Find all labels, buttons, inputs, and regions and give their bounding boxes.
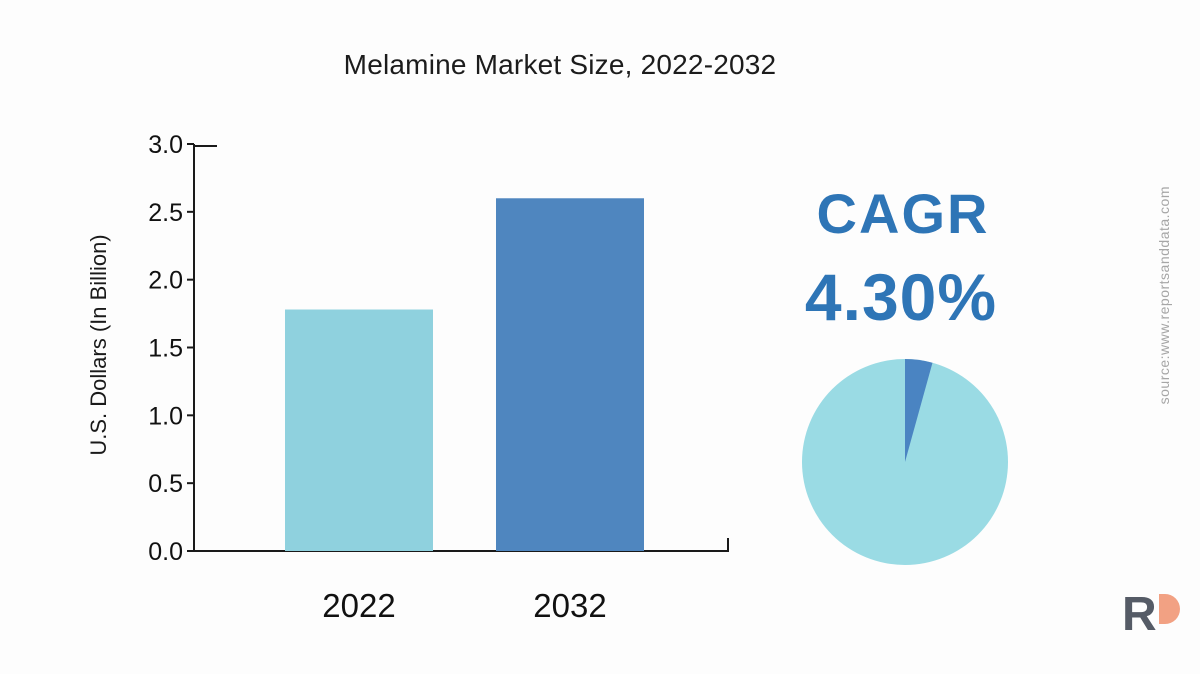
x-label-2032: 2032: [533, 587, 606, 624]
cagr-value: 4.30%: [804, 260, 998, 334]
y-tick-label: 1.0: [148, 402, 183, 430]
source-attribution: source:www.reportsanddata.com: [1156, 186, 1172, 405]
chart-title: Melamine Market Size, 2022-2032: [343, 49, 777, 80]
bar-2032: [496, 198, 644, 551]
bar-2022: [285, 309, 433, 551]
pie-cagr-slice: [905, 359, 933, 462]
cagr-label: CAGR: [816, 182, 990, 245]
logo-d-shape: [1158, 594, 1180, 624]
y-tick-label: 0.5: [148, 470, 183, 498]
bars: [285, 198, 644, 551]
logo-letter-r: R: [1122, 588, 1157, 641]
bar-chart: 0.0 0.5 1.0 1.5 2.0 2.5 3.0 2022 2032 U.S. Doll…: [86, 131, 729, 624]
x-label-2022: 2022: [322, 587, 395, 624]
y-tick-label: 0.0: [148, 538, 183, 566]
x-axis-labels: 2022 2032: [322, 587, 606, 624]
reportsanddata-logo: R: [1122, 591, 1180, 639]
y-axis-title: U.S. Dollars (In Billion): [86, 234, 111, 455]
cagr-pie-chart: [802, 359, 1008, 565]
y-tick-label: 2.0: [148, 267, 183, 295]
axes: [193, 144, 729, 552]
y-tick-label: 3.0: [148, 131, 183, 159]
y-axis-ticks: 0.0 0.5 1.0 1.5 2.0 2.5 3.0: [148, 131, 194, 566]
y-tick-label: 1.5: [148, 335, 183, 363]
y-tick-label: 2.5: [148, 199, 183, 227]
